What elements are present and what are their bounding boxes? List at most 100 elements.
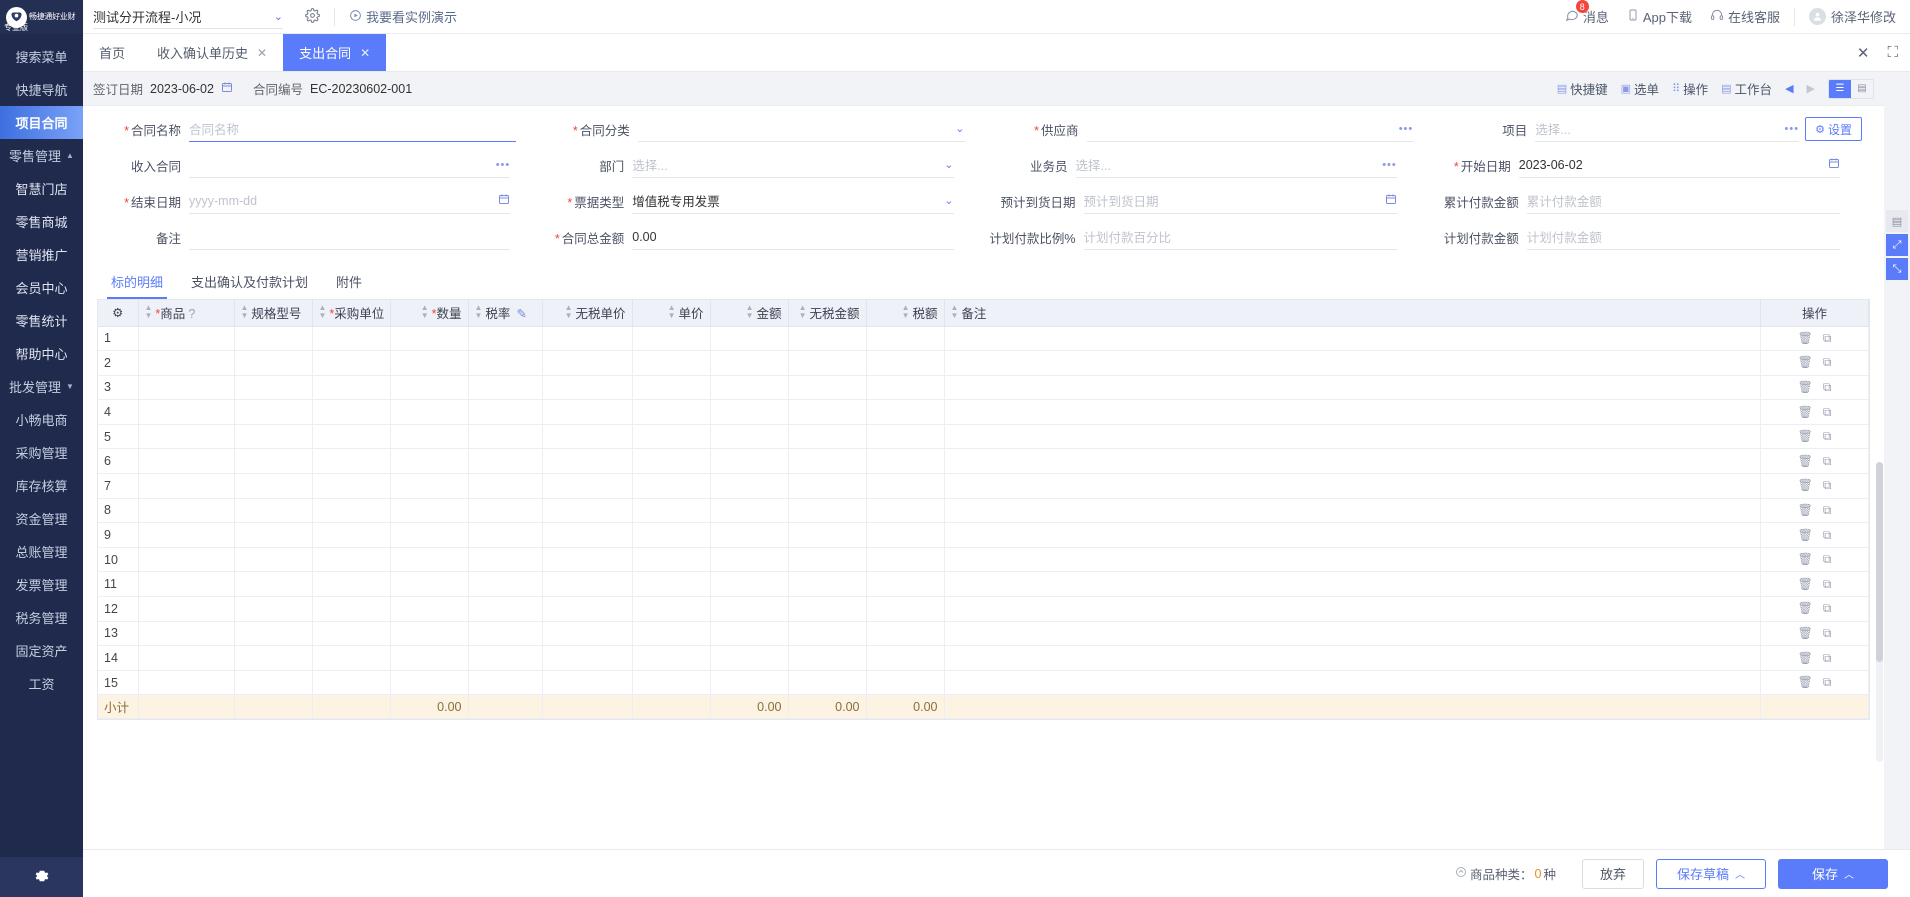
cell-note[interactable] (944, 670, 1761, 696)
input-department[interactable]: 选择... ⌄ (632, 152, 954, 178)
table-row[interactable]: 3 🗑 ⧉ (98, 375, 1869, 401)
cell-taxrate[interactable] (468, 621, 543, 647)
sidebar-item-12[interactable]: 采购管理 (0, 436, 83, 469)
rail-doc-icon[interactable]: ▤ (1886, 210, 1908, 232)
edit-icon[interactable]: ✎ (516, 307, 527, 322)
sort-icon[interactable]: ▲ ▼ (144, 303, 153, 321)
cell-qty[interactable] (390, 547, 469, 573)
cell-tax[interactable] (866, 375, 945, 401)
cell-spec[interactable] (234, 473, 313, 499)
cell-price[interactable] (632, 350, 711, 376)
cell-untaxed_amount[interactable] (788, 448, 867, 475)
tab-2[interactable]: 支出合同 ✕ (283, 34, 387, 71)
cell-untaxed_price[interactable] (542, 522, 633, 548)
input-contract-total-amount[interactable]: 0.00 (632, 224, 954, 250)
sort-icon[interactable]: ▲ ▼ (745, 303, 754, 321)
cell-taxrate[interactable] (468, 522, 543, 548)
table-row[interactable]: 5 🗑 ⧉ (98, 424, 1869, 450)
cell-product[interactable] (138, 399, 235, 425)
ellipsis-icon[interactable]: ••• (495, 158, 511, 171)
table-row[interactable]: 2 🗑 ⧉ (98, 350, 1869, 376)
sort-icon[interactable]: ▲ ▼ (240, 303, 249, 321)
sidebar-item-16[interactable]: 发票管理 (0, 568, 83, 601)
cell-tax[interactable] (866, 547, 945, 573)
card-view-icon[interactable]: ▤ (1857, 83, 1867, 94)
cell-untaxed_price[interactable] (542, 547, 633, 573)
input-invoice-type[interactable]: 增值税专用发票 ⌄ (632, 188, 954, 214)
tab-close-icon[interactable]: ✕ (257, 45, 268, 60)
cell-qty[interactable] (390, 424, 469, 450)
cell-note[interactable] (944, 473, 1761, 499)
column-header-amount[interactable]: ▲ ▼ 金额 (710, 300, 789, 327)
cell-unit[interactable] (312, 596, 391, 622)
top-item-online-service[interactable]: 在线客服 (1710, 7, 1780, 26)
sign-date-value[interactable]: 2023-06-02 (150, 81, 214, 96)
user-menu[interactable]: 徐泽华修改 (1808, 7, 1896, 26)
sidebar-item-3[interactable]: 零售管理 ▲ (0, 139, 83, 172)
cell-price[interactable] (632, 473, 711, 499)
cell-amount[interactable] (710, 621, 789, 647)
table-scrollbar[interactable] (1876, 462, 1883, 762)
cell-tax[interactable] (866, 399, 945, 425)
cell-spec[interactable] (234, 522, 313, 548)
detail-tab-1[interactable]: 支出确认及付款计划 (191, 275, 309, 290)
cell-product[interactable] (138, 571, 235, 598)
cell-untaxed_price[interactable] (542, 645, 633, 671)
cell-note[interactable] (944, 399, 1761, 425)
cell-tax[interactable] (866, 498, 945, 524)
delete-icon[interactable]: 🗑 (1797, 675, 1813, 690)
sort-icon[interactable]: ▲ ▼ (667, 303, 676, 321)
column-header-price[interactable]: ▲ ▼ 单价 (632, 300, 711, 327)
cell-tax[interactable] (866, 326, 945, 352)
input-salesman[interactable]: 选择... ••• (1075, 152, 1397, 178)
cell-price[interactable] (632, 326, 711, 352)
cell-unit[interactable] (312, 498, 391, 524)
cell-tax[interactable] (866, 473, 945, 499)
tab-1[interactable]: 收入确认单历史 ✕ (141, 34, 283, 71)
cell-qty[interactable] (390, 645, 469, 671)
cell-spec[interactable] (234, 326, 313, 352)
discard-button[interactable]: 放弃 (1582, 858, 1644, 889)
column-header-unit[interactable]: ▲ ▼ *采购单位 (312, 300, 391, 327)
input-supplier[interactable]: ••• (1086, 116, 1414, 142)
copy-icon[interactable]: ⧉ (1822, 429, 1832, 444)
table-row[interactable]: 7 🗑 ⧉ (98, 473, 1869, 499)
sidebar-item-18[interactable]: 固定资产 (0, 634, 83, 667)
input-income-contract[interactable]: ••• (189, 152, 511, 178)
cell-note[interactable] (944, 498, 1761, 524)
cell-qty[interactable] (390, 326, 469, 352)
cell-taxrate[interactable] (468, 375, 543, 401)
org-selector[interactable]: 测试分开流程-小况 ⌄ (93, 5, 283, 29)
cell-untaxed_amount[interactable] (788, 645, 867, 671)
cell-product[interactable] (138, 621, 235, 647)
delete-icon[interactable]: 🗑 (1797, 576, 1813, 591)
delete-icon[interactable]: 🗑 (1797, 601, 1813, 616)
cell-spec[interactable] (234, 670, 313, 696)
copy-icon[interactable]: ⧉ (1822, 478, 1832, 493)
table-row[interactable]: 11 🗑 ⧉ (98, 571, 1869, 598)
cell-tax[interactable] (866, 522, 945, 548)
cell-unit[interactable] (312, 473, 391, 499)
sidebar-item-4[interactable]: 智慧门店 (0, 172, 83, 205)
delete-icon[interactable]: 🗑 (1797, 527, 1813, 542)
cell-amount[interactable] (710, 645, 789, 671)
copy-icon[interactable]: ⧉ (1822, 650, 1832, 665)
copy-icon[interactable]: ⧉ (1822, 355, 1832, 370)
cell-untaxed_price[interactable] (542, 424, 633, 450)
cell-unit[interactable] (312, 547, 391, 573)
cell-taxrate[interactable] (468, 498, 543, 524)
cell-tax[interactable] (866, 621, 945, 647)
calendar-icon[interactable] (498, 193, 510, 208)
cell-note[interactable] (944, 448, 1761, 475)
cell-unit[interactable] (312, 645, 391, 671)
save-draft-button[interactable]: 保存草稿 ︿ (1656, 858, 1766, 889)
cell-taxrate[interactable] (468, 448, 543, 475)
input-remark[interactable] (189, 224, 511, 250)
sort-icon[interactable]: ▲ ▼ (950, 303, 959, 321)
sidebar-item-11[interactable]: 小畅电商 (0, 403, 83, 436)
cell-untaxed_amount[interactable] (788, 350, 867, 376)
settings-icon[interactable] (305, 8, 320, 25)
cell-qty[interactable] (390, 375, 469, 401)
copy-icon[interactable]: ⧉ (1822, 379, 1832, 394)
ellipsis-icon[interactable]: ••• (1784, 122, 1800, 135)
